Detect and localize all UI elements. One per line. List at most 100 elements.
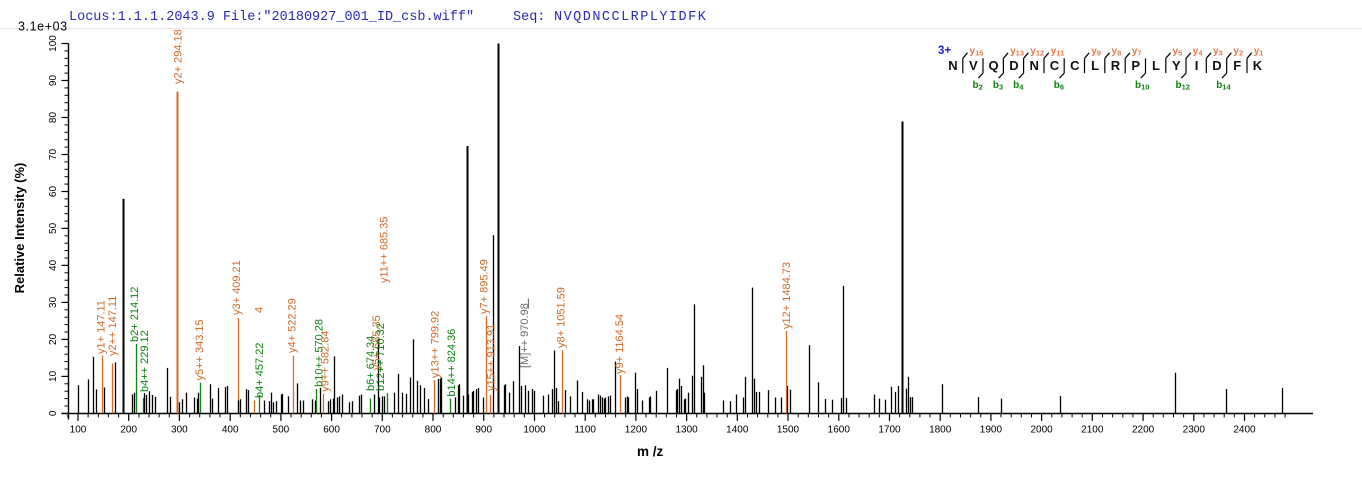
svg-text:y7: y7 bbox=[1132, 46, 1142, 58]
svg-text:10: 10 bbox=[48, 370, 59, 382]
svg-text:30: 30 bbox=[48, 296, 59, 308]
svg-text:1500: 1500 bbox=[777, 425, 800, 436]
svg-text:y3+ 409.21: y3+ 409.21 bbox=[231, 260, 243, 315]
svg-text:2300: 2300 bbox=[1183, 425, 1206, 436]
svg-text:500: 500 bbox=[273, 425, 290, 436]
svg-text:[M]++ 970.98: [M]++ 970.98 bbox=[519, 303, 531, 368]
svg-text:2000: 2000 bbox=[1030, 425, 1053, 436]
svg-text:b10++ 570.28: b10++ 570.28 bbox=[314, 319, 326, 387]
svg-text:b6+ 674.34: b6+ 674.34 bbox=[365, 336, 377, 391]
svg-text:b4+ 457.22: b4+ 457.22 bbox=[254, 343, 266, 398]
svg-text:F: F bbox=[1233, 58, 1241, 73]
svg-text:Seq:: Seq: bbox=[513, 10, 545, 25]
svg-text:P: P bbox=[1131, 58, 1140, 73]
svg-text:y11++ 685.35: y11++ 685.35 bbox=[379, 217, 391, 283]
svg-text:70: 70 bbox=[48, 149, 59, 161]
svg-text:3+: 3+ bbox=[938, 45, 951, 57]
svg-text:90: 90 bbox=[48, 75, 59, 87]
svg-text:1200: 1200 bbox=[625, 425, 648, 436]
svg-text:y8: y8 bbox=[1112, 46, 1122, 58]
svg-text:C: C bbox=[1050, 58, 1060, 73]
svg-text:b10: b10 bbox=[1135, 80, 1149, 92]
svg-text:100: 100 bbox=[70, 425, 87, 436]
svg-text:K: K bbox=[1253, 58, 1263, 73]
svg-text:y15++ 913.91: y15++ 913.91 bbox=[486, 324, 498, 391]
svg-text:R: R bbox=[1111, 58, 1121, 73]
svg-text:b2: b2 bbox=[973, 80, 983, 92]
svg-text:1100: 1100 bbox=[574, 425, 596, 436]
svg-text:N: N bbox=[1030, 58, 1039, 73]
svg-text:y12: y12 bbox=[1030, 46, 1044, 58]
svg-text:I: I bbox=[1195, 58, 1199, 73]
svg-text:y1: y1 bbox=[1254, 46, 1264, 58]
svg-text:m /z: m /z bbox=[637, 444, 664, 459]
svg-text:100: 100 bbox=[48, 35, 59, 52]
svg-text:Locus:1.1.1.2043.9 File:"20180: Locus:1.1.1.2043.9 File:"20180927_001_ID… bbox=[69, 10, 474, 25]
svg-text:b4++ 229.12: b4++ 229.12 bbox=[139, 330, 151, 392]
svg-text:y4: y4 bbox=[1193, 46, 1204, 58]
svg-text:Relative Intensity (%): Relative Intensity (%) bbox=[12, 163, 27, 294]
svg-text:b12: b12 bbox=[1176, 80, 1190, 92]
svg-text:1000: 1000 bbox=[523, 425, 546, 436]
svg-text:0: 0 bbox=[48, 410, 59, 416]
svg-text:y2++ 147.11: y2++ 147.11 bbox=[107, 296, 119, 356]
svg-text:y1+ 147.11: y1+ 147.11 bbox=[96, 300, 108, 354]
svg-text:y11: y11 bbox=[1051, 46, 1065, 58]
svg-text:D: D bbox=[1009, 58, 1018, 73]
svg-text:y9+ 1164.54: y9+ 1164.54 bbox=[614, 314, 626, 374]
svg-text:y13++ 799.92: y13++ 799.92 bbox=[429, 311, 441, 378]
svg-text:300: 300 bbox=[171, 425, 188, 436]
svg-text:4: 4 bbox=[253, 307, 265, 313]
svg-text:b12++ 710.32: b12++ 710.32 bbox=[375, 323, 387, 391]
svg-text:NVQDNCCLRPLYIDFK: NVQDNCCLRPLYIDFK bbox=[554, 10, 707, 25]
svg-text:y4+ 522.29: y4+ 522.29 bbox=[286, 298, 298, 353]
svg-text:60: 60 bbox=[48, 186, 59, 198]
svg-text:2400: 2400 bbox=[1233, 425, 1256, 436]
svg-text:y2: y2 bbox=[1233, 46, 1243, 58]
svg-text:L: L bbox=[1091, 58, 1099, 73]
svg-text:y12+ 1484.73: y12+ 1484.73 bbox=[781, 262, 793, 329]
svg-text:200: 200 bbox=[120, 425, 137, 436]
svg-text:D: D bbox=[1212, 58, 1221, 73]
svg-text:b14: b14 bbox=[1216, 80, 1231, 92]
svg-text:900: 900 bbox=[475, 425, 492, 436]
svg-text:b2+ 214.12: b2+ 214.12 bbox=[129, 287, 141, 342]
svg-text:y5++ 343.15: y5++ 343.15 bbox=[194, 319, 206, 380]
svg-text:2100: 2100 bbox=[1081, 425, 1104, 436]
svg-text:80: 80 bbox=[48, 112, 59, 124]
svg-text:y7+ 895.49: y7+ 895.49 bbox=[479, 259, 491, 314]
svg-text:3.1e+03: 3.1e+03 bbox=[18, 20, 68, 34]
svg-text:y5: y5 bbox=[1173, 46, 1183, 58]
svg-text:y15: y15 bbox=[970, 46, 984, 58]
svg-text:b14++ 824.36: b14++ 824.36 bbox=[446, 329, 458, 397]
svg-text:y9++ 582.84: y9++ 582.84 bbox=[319, 331, 331, 392]
svg-text:V: V bbox=[969, 58, 978, 73]
svg-text:700: 700 bbox=[374, 425, 391, 436]
svg-text:L: L bbox=[1152, 58, 1160, 73]
svg-text:b4: b4 bbox=[1013, 80, 1024, 92]
svg-text:600: 600 bbox=[323, 425, 340, 436]
svg-text:40: 40 bbox=[48, 259, 59, 271]
svg-text:800: 800 bbox=[425, 425, 442, 436]
svg-text:1900: 1900 bbox=[980, 425, 1003, 436]
svg-text:y3: y3 bbox=[1213, 46, 1223, 58]
svg-text:Q: Q bbox=[989, 58, 999, 73]
svg-text:b3: b3 bbox=[993, 80, 1003, 92]
svg-text:y2+ 294.18: y2+ 294.18 bbox=[173, 29, 185, 84]
svg-text:20: 20 bbox=[48, 333, 59, 345]
svg-text:1700: 1700 bbox=[878, 425, 901, 436]
svg-text:y13: y13 bbox=[1010, 46, 1024, 58]
svg-text:1800: 1800 bbox=[929, 425, 952, 436]
svg-text:b6: b6 bbox=[1054, 80, 1064, 92]
svg-text:2200: 2200 bbox=[1132, 425, 1155, 436]
svg-text:1400: 1400 bbox=[726, 425, 749, 436]
svg-text:400: 400 bbox=[222, 425, 239, 436]
svg-text:50: 50 bbox=[48, 222, 59, 234]
svg-text:Y: Y bbox=[1172, 58, 1181, 73]
svg-text:C: C bbox=[1070, 58, 1080, 73]
svg-text:1600: 1600 bbox=[828, 425, 851, 436]
svg-text:1300: 1300 bbox=[675, 425, 698, 436]
svg-text:N: N bbox=[948, 58, 957, 73]
svg-text:y8+ 1051.59: y8+ 1051.59 bbox=[556, 287, 568, 348]
svg-text:y5+ 685.35: y5+ 685.35 bbox=[371, 315, 383, 370]
